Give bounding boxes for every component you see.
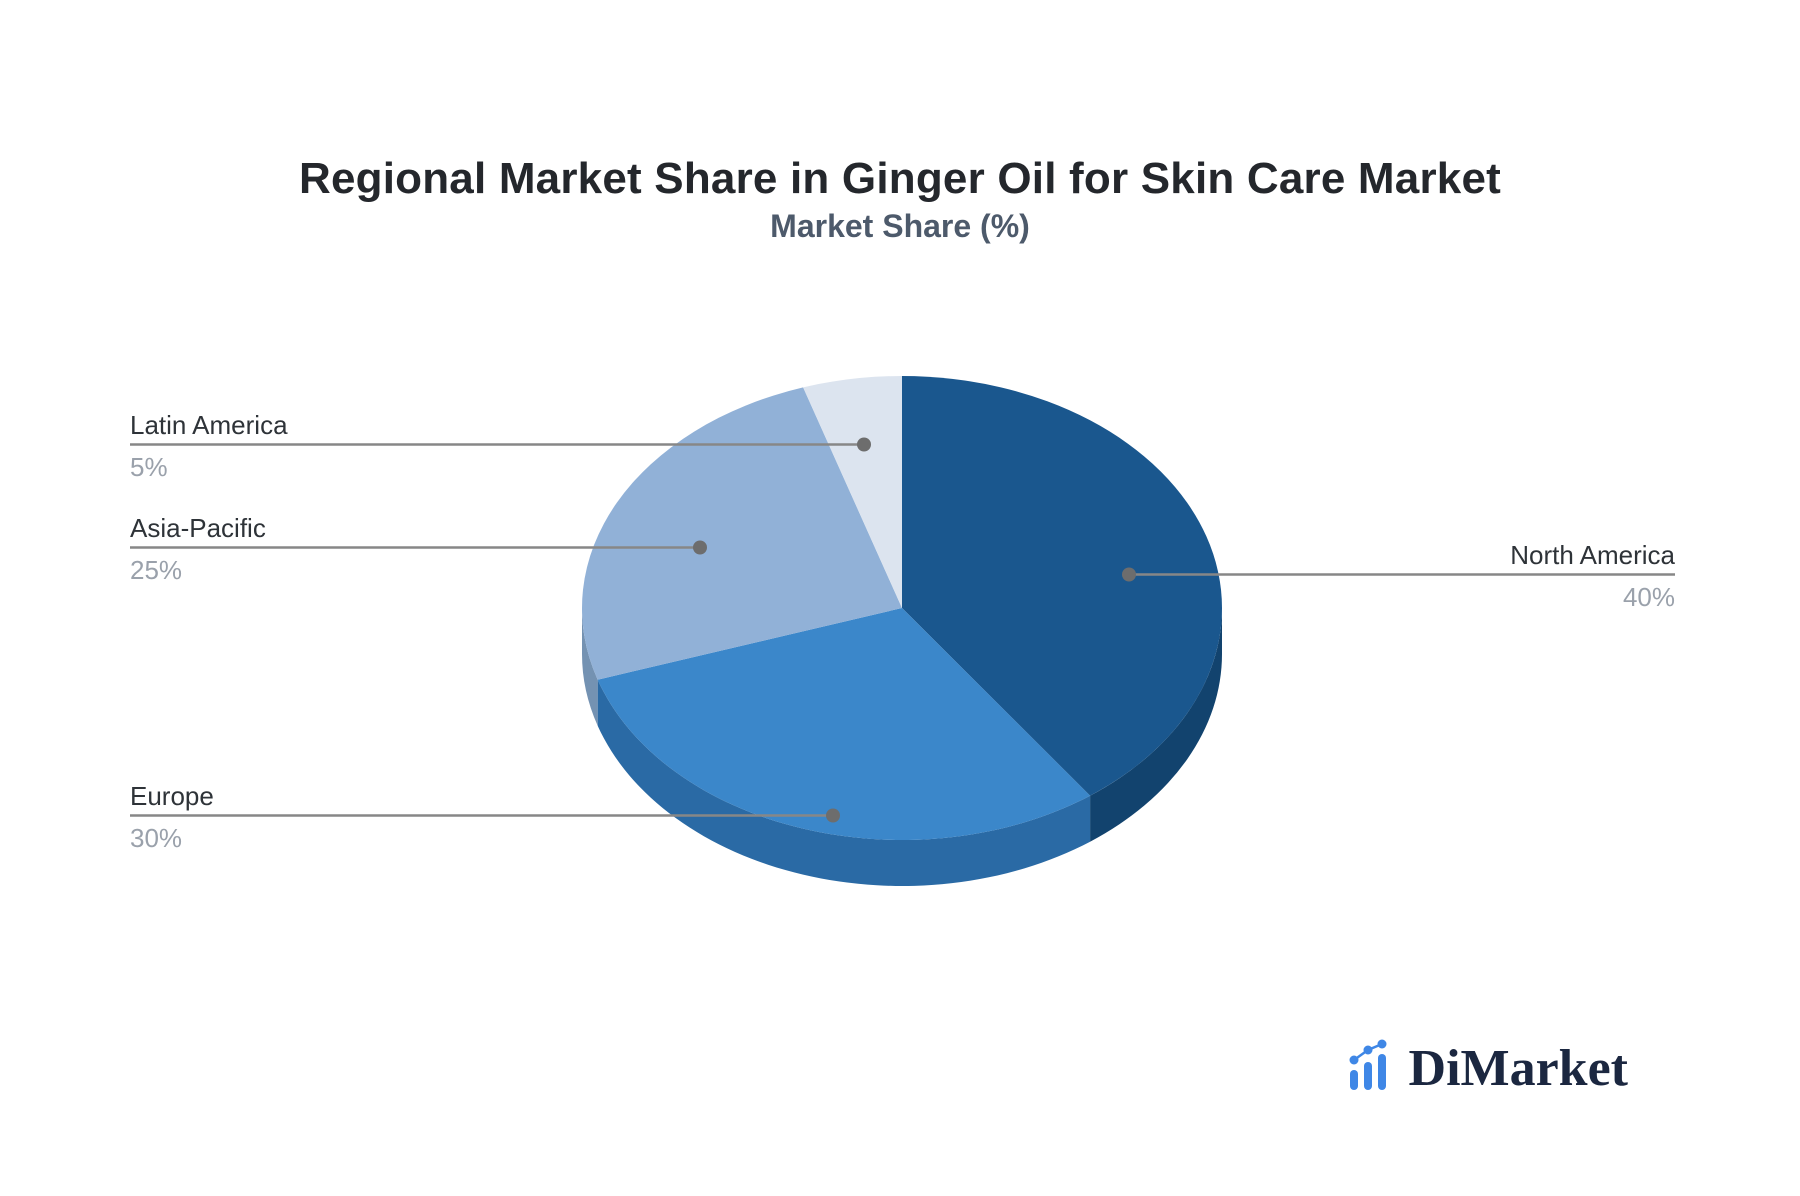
- slice-percent-asia-pacific: 25%: [130, 555, 183, 585]
- slice-percent-north-america: 40%: [1622, 582, 1675, 612]
- chart-subtitle: Market Share (%): [770, 208, 1030, 244]
- brand-name: DiMarket: [1408, 1040, 1628, 1097]
- brand-logo: DiMarket: [1349, 1036, 1628, 1096]
- pie-slice-north-america[interactable]: [902, 376, 1222, 796]
- callout-asia-pacific: Asia-Pacific 25%: [130, 513, 266, 585]
- slice-percent-europe: 30%: [130, 823, 183, 853]
- pie-slice-latin-america[interactable]: [803, 376, 902, 608]
- slice-percent-latin-america: 5%: [130, 452, 168, 482]
- connector-dot: [1122, 567, 1136, 582]
- pie-3d-sides: [582, 608, 1222, 886]
- callout-north-america: North America 40%: [1510, 540, 1675, 612]
- pie-slice-europe[interactable]: [597, 608, 1091, 840]
- pie-slices[interactable]: [582, 376, 1222, 840]
- pie-side-asia-pacific: [582, 608, 598, 726]
- logo-chart-icon: [1349, 1039, 1387, 1090]
- slice-label-latin-america: Latin America: [130, 410, 288, 440]
- callout-latin-america: Latin America 5%: [130, 410, 288, 482]
- connector-dot: [826, 808, 840, 823]
- pie-side-europe: [597, 679, 1091, 886]
- connector-dot: [693, 540, 707, 555]
- chart-title: Regional Market Share in Ginger Oil for …: [299, 154, 1501, 203]
- callout-europe: Europe 30%: [130, 781, 214, 853]
- slice-label-north-america: North America: [1510, 540, 1675, 570]
- slice-label-asia-pacific: Asia-Pacific: [130, 513, 266, 543]
- connector-dot: [857, 437, 871, 452]
- label-connector-lines: [130, 437, 1675, 823]
- pie-slice-asia-pacific[interactable]: [582, 387, 902, 680]
- slice-label-europe: Europe: [130, 781, 214, 811]
- pie-side-north-america: [1090, 608, 1222, 842]
